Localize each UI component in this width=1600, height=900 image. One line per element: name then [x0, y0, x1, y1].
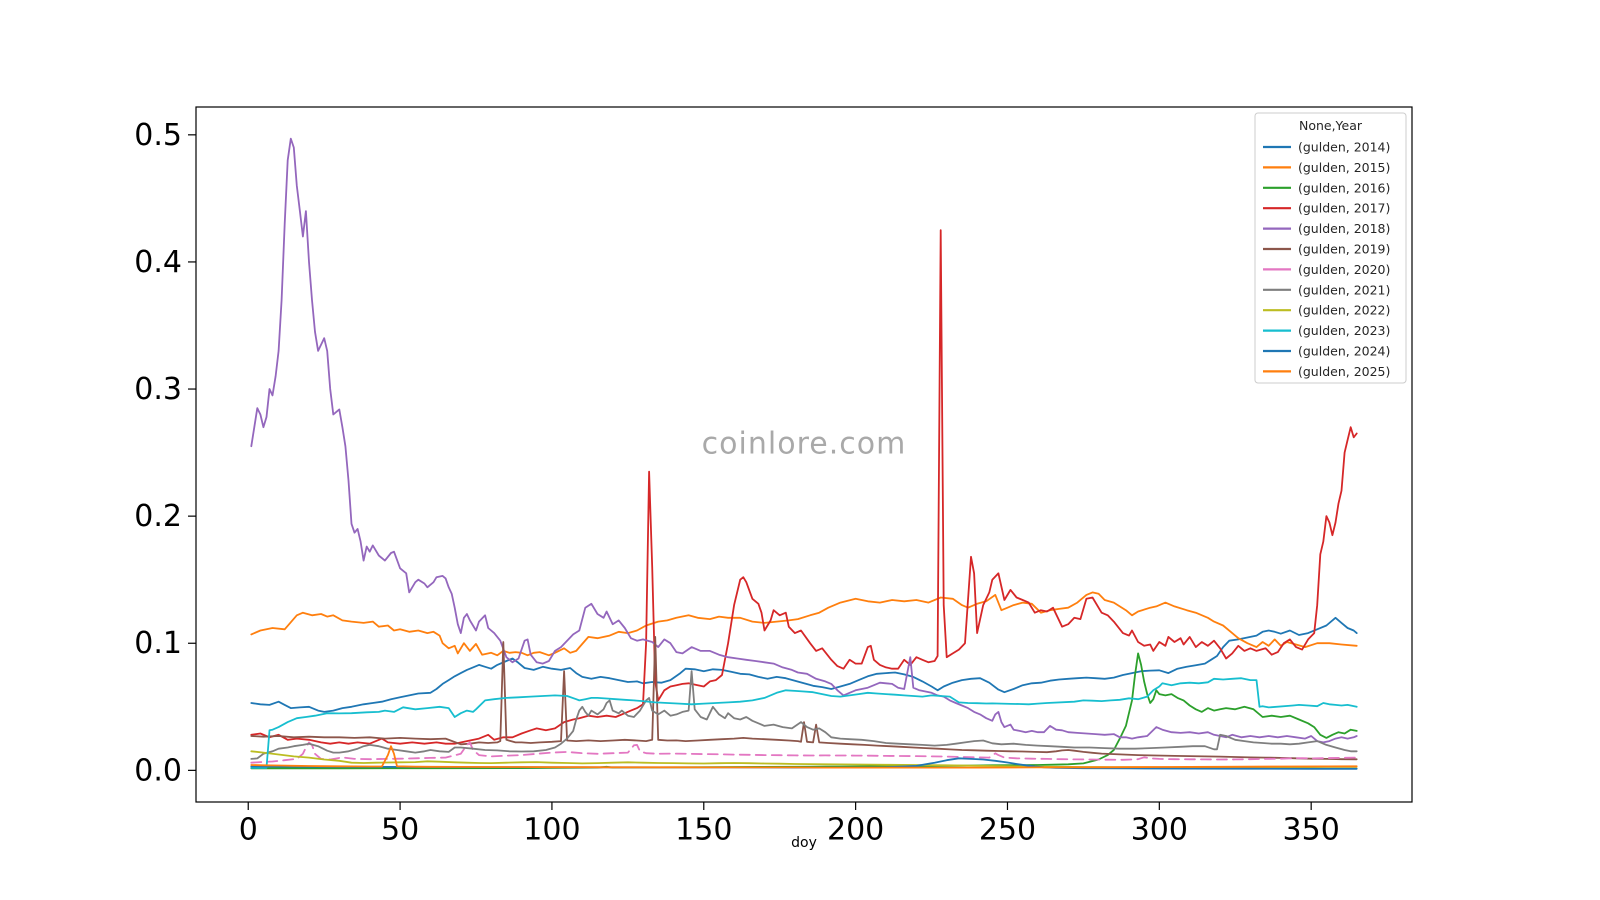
- x-tick-label: 250: [979, 813, 1036, 848]
- y-tick-label: 0.5: [134, 118, 182, 153]
- x-tick-label: 200: [827, 813, 884, 848]
- series-line-2018: [250, 137, 1358, 744]
- legend-label-2015: (gulden, 2015): [1298, 160, 1390, 175]
- x-tick-label: 50: [381, 813, 419, 848]
- series-line-2021: [250, 670, 1358, 760]
- watermark: coinlore.com: [701, 426, 907, 462]
- legend-label-2022: (gulden, 2022): [1298, 303, 1390, 318]
- x-tick-label: 300: [1131, 813, 1188, 848]
- legend-label-2019: (gulden, 2019): [1298, 242, 1390, 257]
- y-tick-label: 0.3: [134, 372, 182, 407]
- series-line-2017: [250, 229, 1358, 745]
- legend-box: [1254, 112, 1407, 384]
- y-tick-label: 0.4: [134, 245, 182, 280]
- legend-label-2018: (gulden, 2018): [1298, 221, 1390, 236]
- x-tick-label: 0: [239, 813, 258, 848]
- legend-label-2017: (gulden, 2017): [1298, 201, 1390, 216]
- legend-label-2023: (gulden, 2023): [1298, 323, 1390, 338]
- series-line-2016: [250, 652, 1358, 770]
- x-axis-label: doy: [791, 835, 817, 851]
- series-line-2019: [250, 636, 1358, 761]
- series-line-2015: [250, 591, 1358, 657]
- series-line-2023: [250, 677, 1358, 769]
- legend-label-2025: (gulden, 2025): [1298, 364, 1390, 379]
- legend-label-2016: (gulden, 2016): [1298, 180, 1390, 195]
- legend-title: None,Year: [1299, 118, 1363, 133]
- series-line-2025: [250, 745, 1358, 769]
- x-tick-label: 350: [1283, 813, 1340, 848]
- y-tick-label: 0.1: [134, 626, 182, 661]
- legend-label-2020: (gulden, 2020): [1298, 262, 1390, 277]
- x-tick-label: 150: [675, 813, 732, 848]
- series-line-2014: [250, 616, 1358, 713]
- x-tick-label: 100: [523, 813, 580, 848]
- legend-label-2024: (gulden, 2024): [1298, 344, 1390, 359]
- plot-frame: [195, 106, 1413, 803]
- legend-label-2021: (gulden, 2021): [1298, 282, 1390, 297]
- y-tick-label: 0.0: [134, 753, 182, 788]
- y-tick-label: 0.2: [134, 499, 182, 534]
- legend-label-2014: (gulden, 2014): [1298, 140, 1390, 155]
